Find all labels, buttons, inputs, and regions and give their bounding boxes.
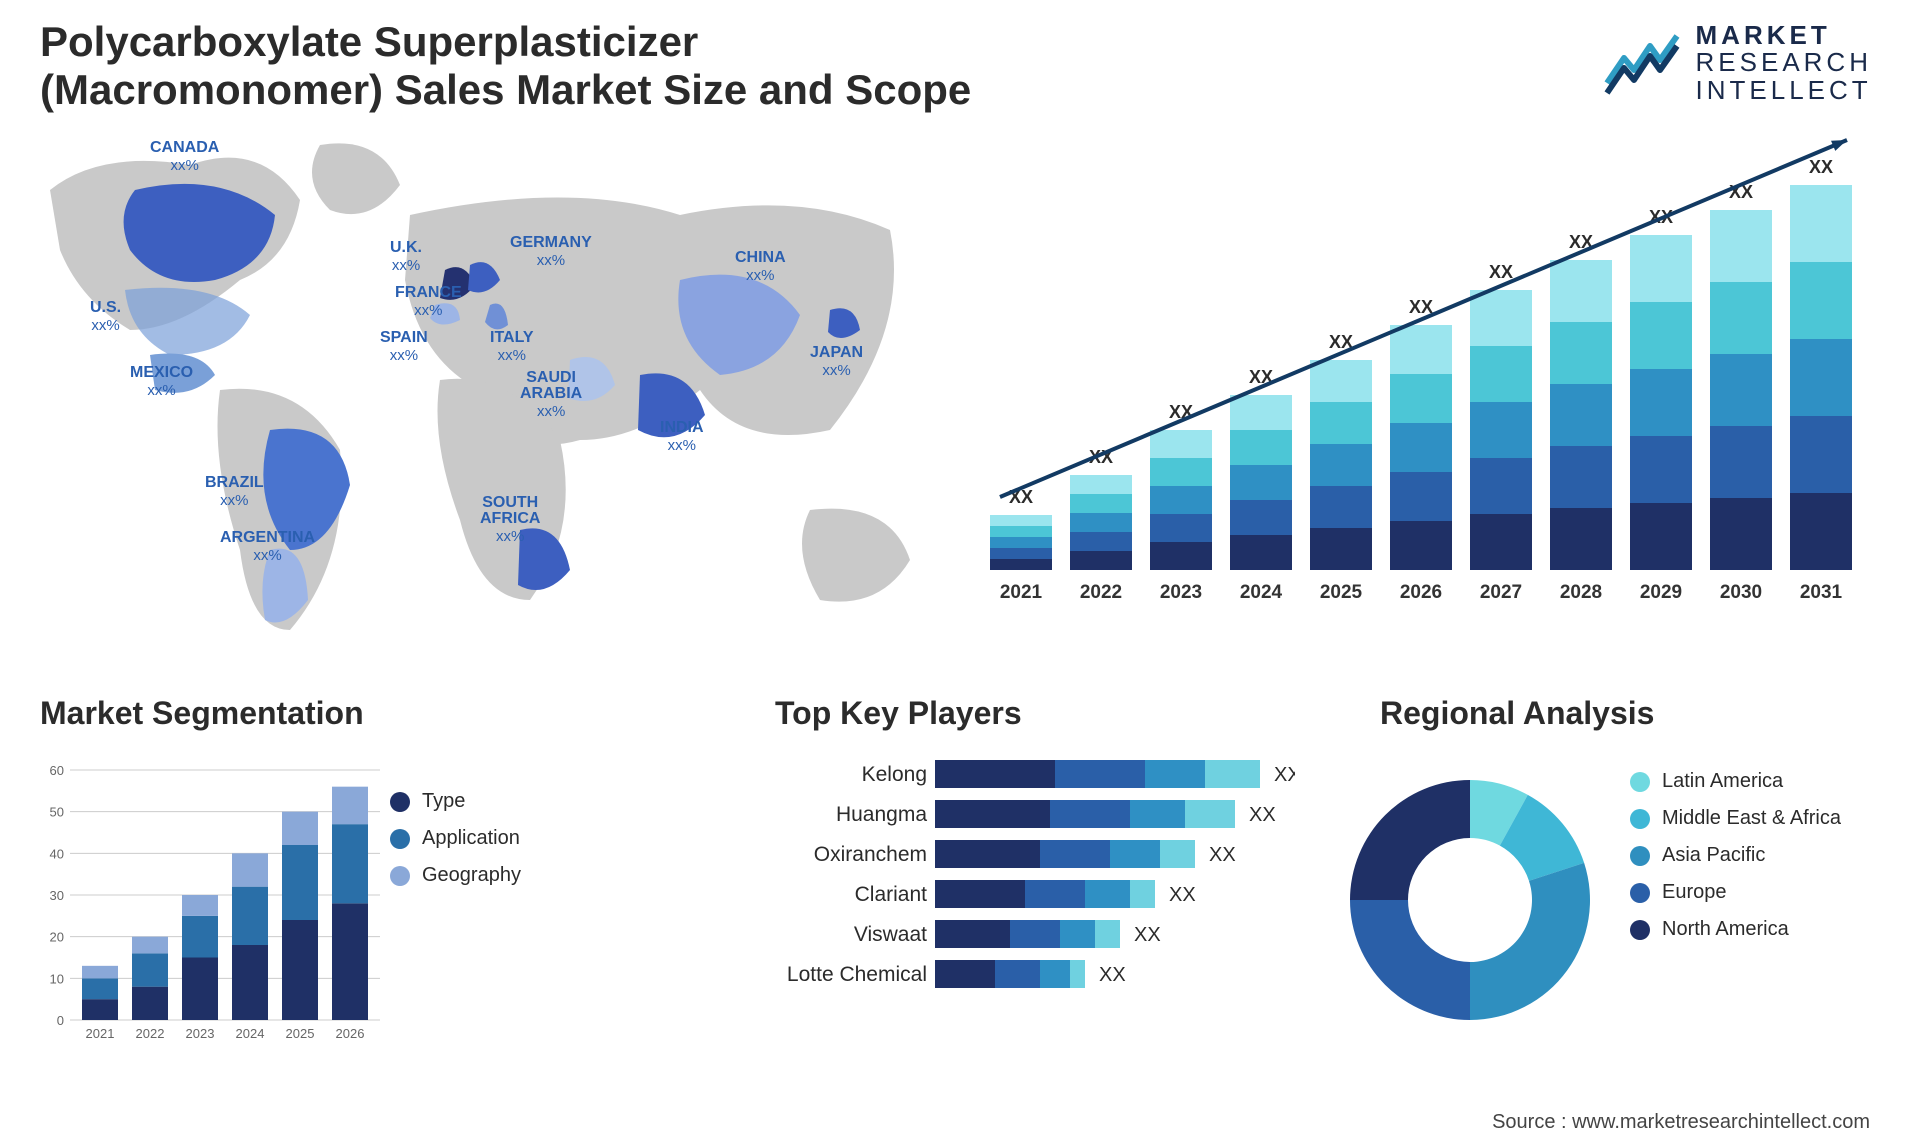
svg-text:2025: 2025 xyxy=(286,1026,315,1041)
market-size-bar-chart: XX2021XX2022XX2023XX2024XX2025XX2026XX20… xyxy=(970,130,1870,630)
logo-mark-icon xyxy=(1602,28,1682,98)
player-label: Clariant xyxy=(855,883,928,906)
svg-text:60: 60 xyxy=(50,763,64,778)
svg-text:20: 20 xyxy=(50,930,64,945)
legend-item: Latin America xyxy=(1630,770,1841,793)
svg-text:0: 0 xyxy=(57,1013,64,1028)
svg-text:XX: XX xyxy=(1134,924,1161,946)
svg-text:XX: XX xyxy=(1489,262,1513,282)
player-label: Huangma xyxy=(836,803,927,826)
svg-text:30: 30 xyxy=(50,888,64,903)
world-map: CANADAxx% U.S.xx% MEXICOxx% BRAZILxx% ARGENT… xyxy=(40,130,930,650)
svg-text:2026: 2026 xyxy=(1400,582,1442,603)
svg-text:XX: XX xyxy=(1249,804,1276,826)
legend-item: Geography xyxy=(390,864,521,887)
svg-text:40: 40 xyxy=(50,846,64,861)
svg-text:2023: 2023 xyxy=(1160,582,1202,603)
segmentation-heading: Market Segmentation xyxy=(40,695,364,732)
legend-item: Middle East & Africa xyxy=(1630,807,1841,830)
svg-text:2031: 2031 xyxy=(1800,582,1843,603)
svg-text:2024: 2024 xyxy=(236,1026,265,1041)
svg-text:2028: 2028 xyxy=(1560,582,1602,603)
svg-text:XX: XX xyxy=(1274,764,1295,786)
regional-heading: Regional Analysis xyxy=(1380,695,1654,732)
player-label: Viswaat xyxy=(854,923,927,946)
brand-logo: MARKET RESEARCH INTELLECT xyxy=(1602,22,1872,104)
player-label: Kelong xyxy=(862,763,927,786)
map-label-u-k-: U.K.xx% xyxy=(390,240,422,273)
svg-text:2022: 2022 xyxy=(1080,582,1122,603)
map-label-saudi-arabia: SAUDIARABIAxx% xyxy=(520,370,582,419)
svg-text:2022: 2022 xyxy=(136,1026,165,1041)
legend-item: North America xyxy=(1630,918,1841,941)
legend-item: Application xyxy=(390,827,521,850)
source-text: Source : www.marketresearchintellect.com xyxy=(1492,1111,1870,1134)
map-label-canada: CANADAxx% xyxy=(150,140,219,173)
svg-text:XX: XX xyxy=(1099,964,1126,986)
map-label-japan: JAPANxx% xyxy=(810,345,863,378)
svg-text:2025: 2025 xyxy=(1320,582,1363,603)
svg-text:2021: 2021 xyxy=(86,1026,115,1041)
map-label-argentina: ARGENTINAxx% xyxy=(220,530,315,563)
legend-item: Asia Pacific xyxy=(1630,844,1841,867)
map-label-france: FRANCExx% xyxy=(395,285,462,318)
svg-text:XX: XX xyxy=(1809,157,1833,177)
svg-text:2023: 2023 xyxy=(186,1026,215,1041)
players-chart: Kelong XX Huangma XX Oxiranchem XX Clariant XX V… xyxy=(775,750,1295,1090)
svg-text:2027: 2027 xyxy=(1480,582,1522,603)
player-label: Oxiranchem xyxy=(814,843,927,866)
players-heading: Top Key Players xyxy=(775,695,1022,732)
map-label-spain: SPAINxx% xyxy=(380,330,428,363)
map-label-south-africa: SOUTHAFRICAxx% xyxy=(480,495,540,544)
map-label-germany: GERMANYxx% xyxy=(510,235,592,268)
svg-text:2021: 2021 xyxy=(1000,582,1043,603)
regional-donut-chart: Latin America Middle East & Africa Asia Pa… xyxy=(1330,750,1880,1090)
map-label-china: CHINAxx% xyxy=(735,250,786,283)
svg-text:2029: 2029 xyxy=(1640,582,1682,603)
svg-text:XX: XX xyxy=(1209,844,1236,866)
map-label-italy: ITALYxx% xyxy=(490,330,534,363)
legend-item: Europe xyxy=(1630,881,1841,904)
svg-text:2024: 2024 xyxy=(1240,582,1283,603)
svg-text:50: 50 xyxy=(50,805,64,820)
svg-text:10: 10 xyxy=(50,971,64,986)
map-label-mexico: MEXICOxx% xyxy=(130,365,193,398)
page-title: Polycarboxylate Superplasticizer (Macrom… xyxy=(40,18,1020,115)
map-label-u-s-: U.S.xx% xyxy=(90,300,121,333)
segmentation-chart: 0 10 20 30 40 50 60 2021 2022 2023 2024 2025 2026 Ty… xyxy=(40,750,580,1090)
logo-text: MARKET RESEARCH INTELLECT xyxy=(1696,22,1872,104)
player-label: Lotte Chemical xyxy=(787,963,927,986)
map-label-brazil: BRAZILxx% xyxy=(205,475,264,508)
svg-text:2030: 2030 xyxy=(1720,582,1762,603)
svg-text:2026: 2026 xyxy=(336,1026,365,1041)
map-label-india: INDIAxx% xyxy=(660,420,704,453)
legend-item: Type xyxy=(390,790,521,813)
svg-text:XX: XX xyxy=(1169,884,1196,906)
